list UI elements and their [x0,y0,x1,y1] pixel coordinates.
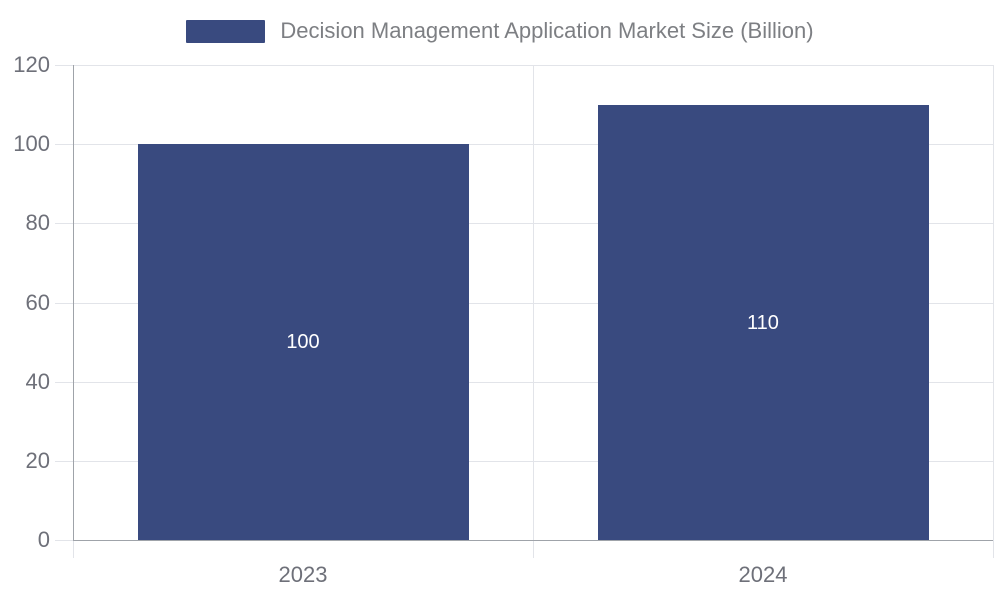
y-axis-tick [55,382,73,383]
y-tick-label: 100 [13,131,50,156]
y-axis-tick [55,303,73,304]
x-axis-tick [73,540,74,558]
legend[interactable]: Decision Management Application Market S… [0,18,1000,44]
y-tick-label: 40 [25,369,50,394]
y-axis-line [73,65,74,540]
x-tick-label: 2023 [278,562,328,587]
y-axis-tick [55,540,73,541]
y-tick-label: 60 [25,290,50,315]
x-gridline [993,65,994,558]
y-axis-tick [55,144,73,145]
bar [598,105,929,540]
y-axis-tick [55,65,73,66]
y-tick-label: 80 [25,210,50,235]
bar-value-label: 110 [747,312,779,334]
y-axis-tick [55,223,73,224]
x-axis-line [73,540,993,541]
x-tick-label: 2024 [738,562,788,587]
y-tick-label: 120 [13,52,50,77]
y-tick-label: 0 [37,527,50,552]
y-axis-tick [55,461,73,462]
bar [138,144,469,540]
bar-value-label: 100 [286,331,320,353]
y-tick-label: 20 [25,448,50,473]
legend-label: Decision Management Application Market S… [280,18,814,43]
legend-swatch [186,19,266,43]
x-gridline [533,65,534,558]
